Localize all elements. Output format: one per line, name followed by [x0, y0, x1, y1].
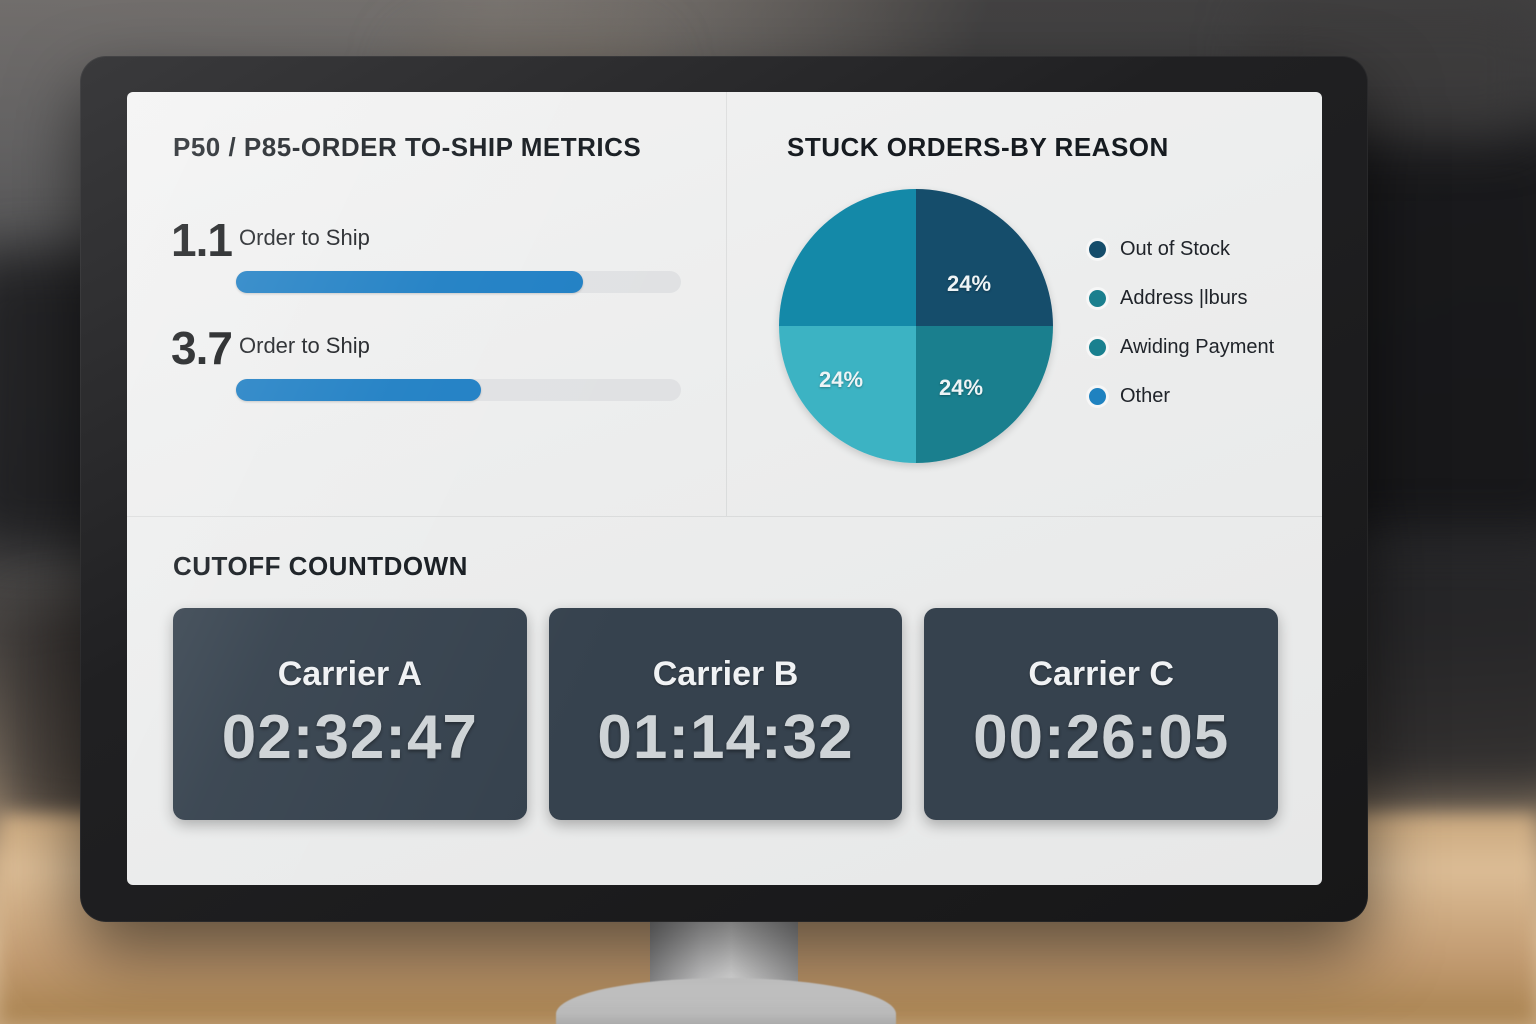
legend-color-dot [1089, 388, 1106, 405]
countdown-panel-title: CUTOFF COUNTDOWN [173, 551, 468, 581]
metric-progress-track [236, 271, 681, 293]
carrier-card-list: Carrier A 02:32:47 Carrier B 01:14:32 Ca… [173, 608, 1279, 820]
metric-label: Order to Ship [239, 225, 370, 250]
metrics-panel: P50 / P85-ORDER TO-SHIP METRICS 1.1 Orde… [127, 92, 727, 516]
metric-progress-track [236, 379, 681, 401]
carrier-name: Carrier A [277, 655, 422, 693]
pie-slice-label: 24% [939, 375, 984, 400]
dashboard-top-row: P50 / P85-ORDER TO-SHIP METRICS 1.1 Orde… [127, 92, 1322, 516]
metric-row[interactable]: 3.7 Order to Ship [171, 325, 682, 433]
stuck-orders-panel-title: STUCK ORDERS-BY REASON [787, 132, 1169, 162]
dashboard-screen: P50 / P85-ORDER TO-SHIP METRICS 1.1 Orde… [127, 92, 1322, 885]
legend-label: Other [1120, 385, 1171, 407]
metrics-list: 1.1 Order to Ship 3.7 Order to Ship [171, 217, 682, 433]
legend-label: Awiding Payment [1120, 336, 1275, 358]
legend-item[interactable]: Awiding Payment [1089, 336, 1274, 359]
legend-color-dot [1089, 339, 1106, 356]
legend-item[interactable]: Other [1089, 385, 1274, 408]
carrier-countdown-time: 01:14:32 [597, 703, 854, 772]
metric-value: 1.1 [171, 214, 233, 266]
metric-value: 3.7 [171, 322, 233, 374]
legend-item[interactable]: Out of Stock [1089, 238, 1274, 261]
pie-legend: Out of Stock Address |lburs Awiding Paym… [1089, 238, 1274, 414]
pie-chart-area: 24% 24% 24% Out of Stock Address | [775, 189, 1278, 463]
metric-label: Order to Ship [239, 333, 370, 358]
pie-slice-label: 24% [819, 367, 864, 392]
legend-color-dot [1089, 241, 1106, 258]
countdown-panel: CUTOFF COUNTDOWN Carrier A 02:32:47 Carr… [127, 516, 1322, 885]
carrier-countdown-time: 00:26:05 [973, 703, 1230, 772]
metrics-panel-title: P50 / P85-ORDER TO-SHIP METRICS [173, 132, 642, 162]
carrier-name: Carrier C [1028, 655, 1174, 693]
carrier-name: Carrier B [652, 655, 799, 693]
legend-label: Address |lburs [1120, 287, 1248, 309]
carrier-card[interactable]: Carrier C 00:26:05 [924, 608, 1279, 820]
metric-progress-fill [236, 271, 584, 293]
legend-item[interactable]: Address |lburs [1089, 287, 1274, 310]
legend-label: Out of Stock [1120, 238, 1231, 260]
carrier-card[interactable]: Carrier B 01:14:32 [548, 608, 903, 820]
stuck-orders-panel: STUCK ORDERS-BY REASON 24% 24% 24% Out o… [727, 92, 1322, 516]
pie-slice-label: 24% [947, 271, 992, 296]
metric-progress-fill [236, 379, 481, 401]
carrier-countdown-time: 02:32:47 [221, 703, 478, 772]
metric-row[interactable]: 1.1 Order to Ship [171, 217, 682, 325]
legend-color-dot [1089, 290, 1106, 307]
pie-chart[interactable]: 24% 24% 24% [779, 189, 1053, 463]
carrier-card[interactable]: Carrier A 02:32:47 [173, 608, 527, 820]
monitor-bezel: P50 / P85-ORDER TO-SHIP METRICS 1.1 Orde… [80, 56, 1368, 922]
